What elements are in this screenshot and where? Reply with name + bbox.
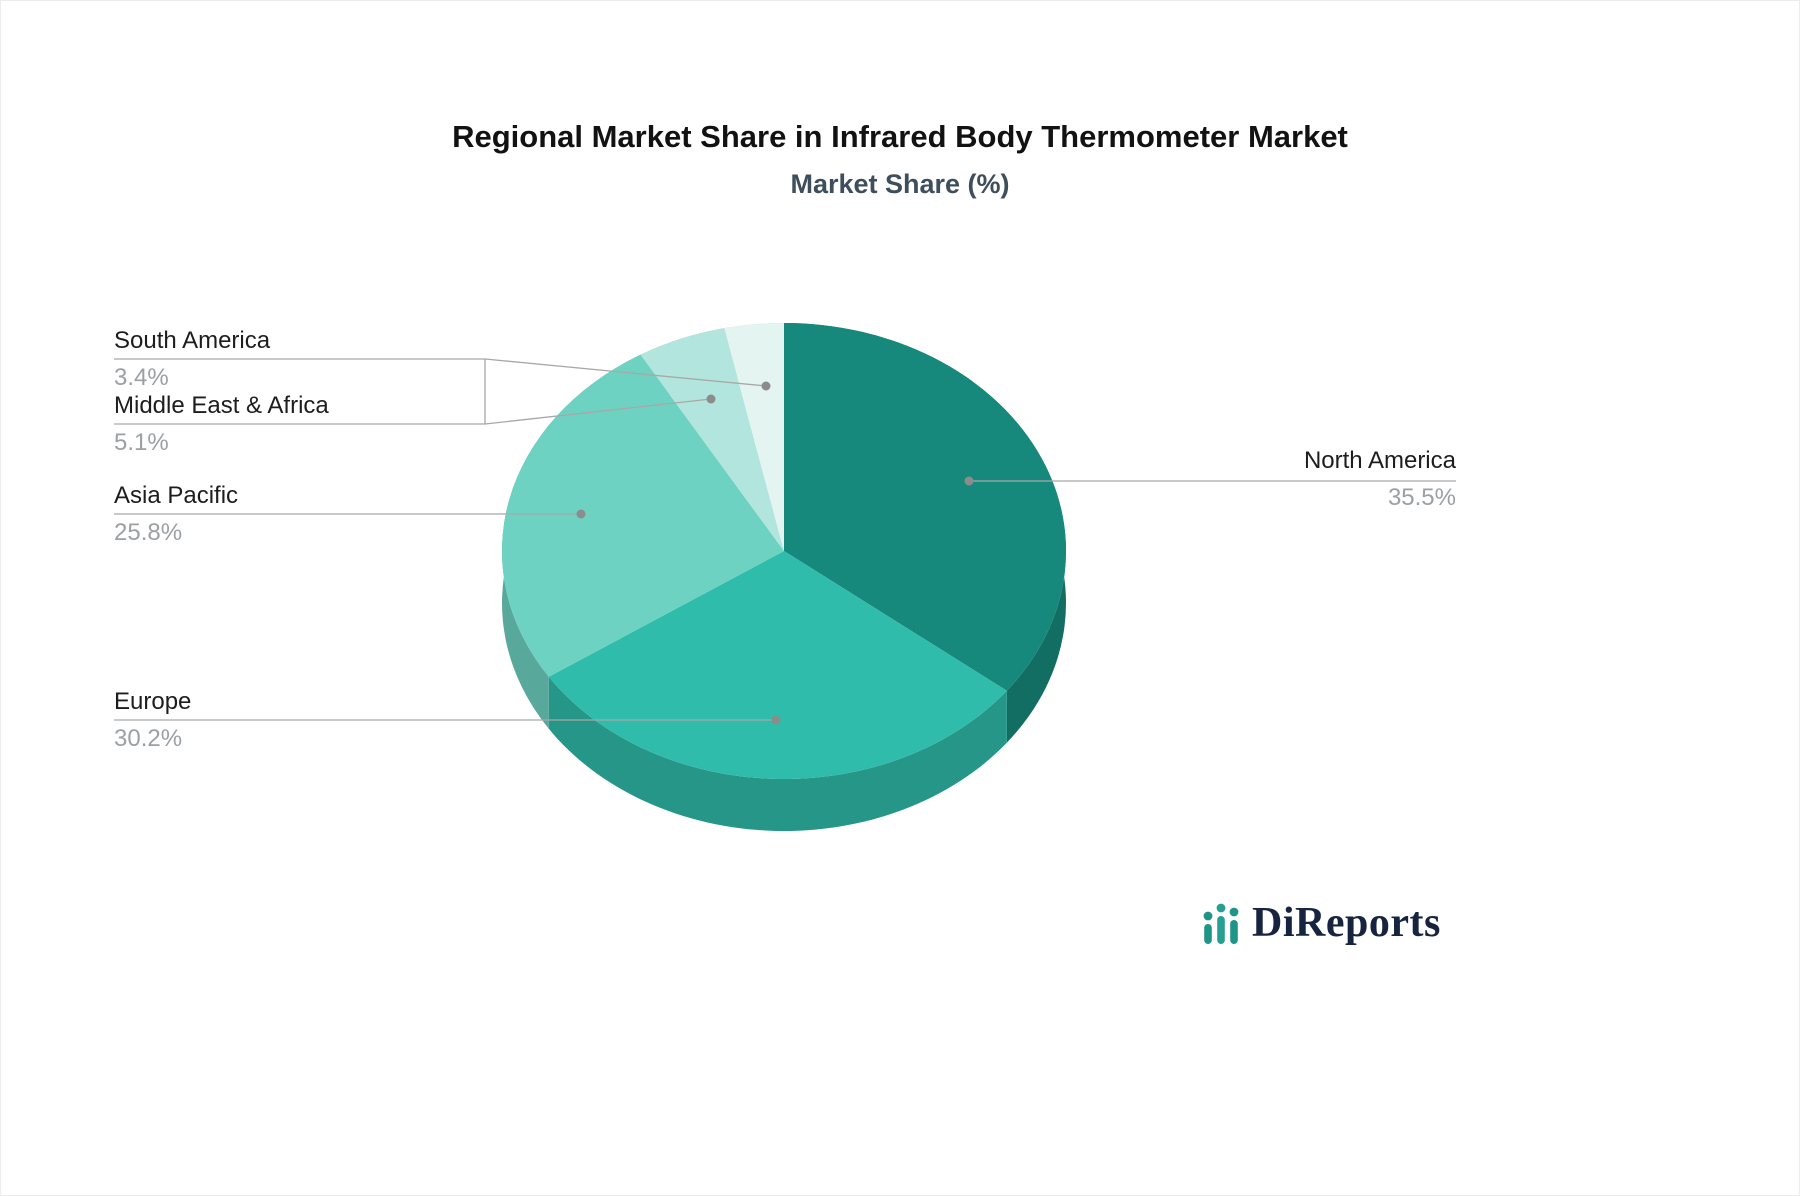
annotation-label: Middle East & Africa [114, 392, 329, 419]
leader-dot-europe [771, 715, 781, 725]
pie-slice-south-america [724, 323, 784, 551]
pie-slice-middle-east-africa [640, 328, 784, 551]
direports-logo: DiReports [1199, 899, 1441, 947]
leader-dot-north-america [964, 476, 974, 486]
chart-subtitle: Market Share (%) [790, 169, 1010, 199]
annotation-south-america: South America 3.4% [114, 327, 270, 392]
annotation-value: 35.5% [1387, 484, 1456, 511]
pie-slice-north-america [784, 323, 1066, 691]
annotation-value: 3.4% [114, 364, 169, 391]
leader-line-middle-east-africa [484, 398, 712, 425]
annotation-asia-pacific: Asia Pacific 25.8% [114, 482, 238, 547]
leader-dot-asia-pacific [576, 509, 586, 519]
leader-dot-middle-east-africa [706, 394, 716, 404]
annotation-value: 30.2% [114, 725, 183, 752]
leader-dot-south-america [761, 381, 771, 391]
leader-line-south-america [484, 358, 767, 387]
pie-slice-europe [548, 551, 1007, 779]
annotation-europe: Europe 30.2% [114, 688, 191, 753]
pie-slice-side-europe [548, 676, 1007, 831]
annotation-label: Asia Pacific [114, 482, 239, 509]
bar-chart-dots-icon [1203, 903, 1239, 944]
annotation-label: North America [1303, 447, 1456, 474]
annotation-label: South America [114, 327, 271, 354]
logo-text: DiReports [1252, 900, 1441, 946]
pie-slice-asia-pacific [501, 354, 784, 677]
chart-title: Regional Market Share in Infrared Body T… [452, 119, 1348, 154]
annotation-value: 25.8% [114, 519, 183, 546]
annotation-value: 5.1% [114, 429, 169, 456]
annotation-north-america: North America 35.5% [1156, 447, 1456, 512]
annotation-label: Europe [114, 688, 192, 715]
leader-line-top-bracket [114, 358, 486, 425]
annotation-middle-east-africa: Middle East & Africa 5.1% [114, 392, 329, 457]
